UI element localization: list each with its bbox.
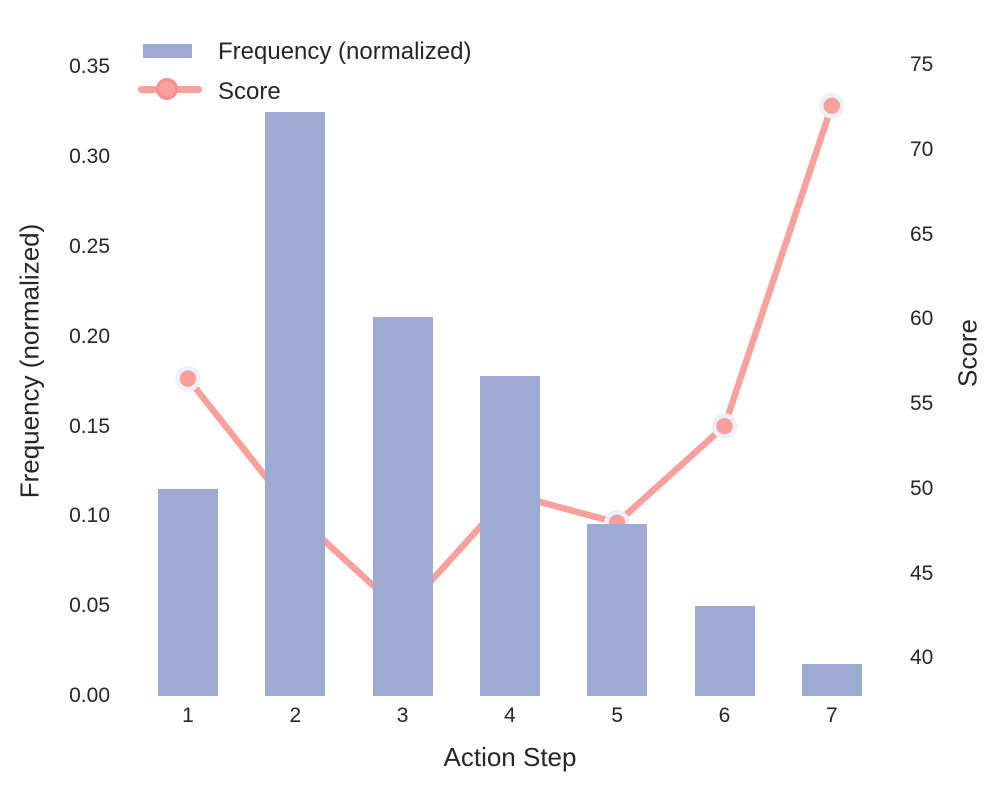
x-tick-5: 5 [611,704,624,727]
frequency-bar-step-1 [158,489,218,696]
y-tick-right-45: 45 [910,561,934,585]
y-tick-right-65: 65 [910,222,934,246]
y-tick-right-55: 55 [910,392,934,416]
score-point-step-1 [175,365,201,392]
legend-bar-swatch [143,44,192,58]
y-tick-left-0.35: 0.35 [69,55,110,79]
x-tick-6: 6 [718,704,731,727]
frequency-bar-step-4 [479,376,540,696]
frequency-bar-step-5 [587,523,648,696]
y-tick-left-0.25: 0.25 [69,235,110,258]
x-tick-3: 3 [396,704,409,727]
score-point-step-6 [711,413,738,439]
x-tick-7: 7 [825,704,838,727]
frequency-bar-step-6 [694,606,755,696]
y-axis-label-right: Score [952,319,983,387]
y-tick-right-50: 50 [910,476,934,500]
legend-line-marker-icon [156,78,178,100]
x-axis-label: Action Step [443,742,577,772]
legend-label-frequency: Frequency (normalized) [218,38,472,65]
y-tick-left-0.00: 0.00 [69,684,110,707]
y-tick-left-0.30: 0.30 [69,145,110,169]
y-tick-left-0.15: 0.15 [69,414,110,438]
y-tick-right-75: 75 [910,53,934,77]
x-tick-2: 2 [289,704,302,727]
x-tick-4: 4 [504,704,516,727]
y-tick-right-40: 40 [910,646,934,670]
y-tick-left-0.05: 0.05 [69,594,110,618]
y-tick-left-0.10: 0.10 [69,504,110,528]
y-tick-right-70: 70 [910,137,934,161]
x-tick-1: 1 [182,704,194,727]
y-tick-right-60: 60 [910,307,934,331]
frequency-bar-step-7 [801,663,862,696]
frequency-bar-step-2 [265,112,326,696]
y-tick-left-0.20: 0.20 [69,324,110,348]
legend-label-score: Score [218,78,281,105]
score-point-step-7 [819,92,845,119]
frequency-bar-step-3 [372,317,433,696]
y-axis-label-left: Frequency (normalized) [14,223,45,499]
